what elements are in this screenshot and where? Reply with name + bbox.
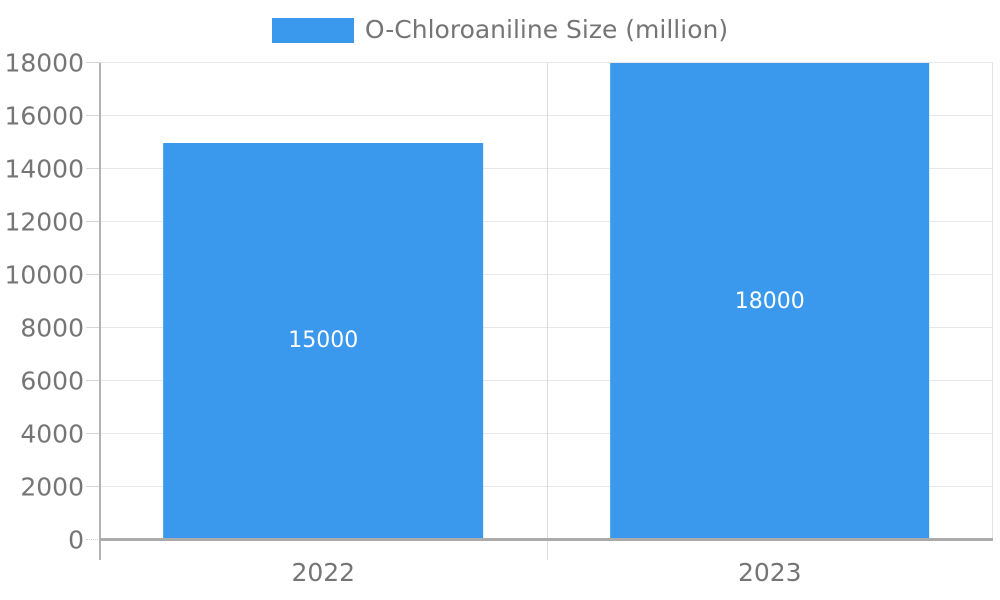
legend-label[interactable]: O-Chloroaniline Size (million)	[364, 15, 729, 44]
plot-right-border	[992, 63, 993, 540]
x-axis-label: 2023	[737, 558, 802, 587]
bar[interactable]: 15000	[163, 142, 484, 540]
y-axis-tick	[86, 168, 100, 169]
plot-area: 0 2000 4000 6000 8000 10000 12000 14000 16000 180…	[4, 51, 993, 585]
x-axis-label: 2022	[291, 558, 356, 587]
y-axis-tick-label: 2000	[20, 472, 84, 502]
y-axis-tick-label: 14000	[4, 154, 84, 184]
y-axis-tick-label: 4000	[20, 419, 84, 449]
y-axis-tick-label: 0	[68, 525, 84, 555]
y-axis-tick	[86, 327, 100, 328]
y-axis-tick-label: 16000	[4, 101, 84, 131]
y-axis-tick	[86, 274, 100, 275]
legend-swatch[interactable]	[271, 17, 354, 43]
y-axis-tick-label: 6000	[20, 366, 84, 396]
y-axis-tick	[86, 62, 100, 63]
bar-value-label: 15000	[288, 328, 359, 354]
category-divider	[546, 63, 548, 560]
y-axis-tick-label: 12000	[4, 207, 84, 237]
y-axis-tick	[86, 486, 100, 487]
bar-value-label: 18000	[734, 288, 805, 314]
x-axis-baseline	[100, 538, 993, 541]
y-axis-tick	[86, 221, 100, 223]
y-axis-tick	[86, 380, 100, 382]
y-axis-tick-label: 8000	[20, 313, 84, 343]
y-axis-tick-label: 10000	[4, 260, 84, 290]
y-axis-tick	[86, 433, 100, 434]
chart-legend[interactable]: O-Chloroaniline Size (million)	[0, 16, 1000, 44]
bar[interactable]: 18000	[609, 63, 930, 540]
y-axis-line	[99, 63, 101, 560]
y-axis-tick	[86, 115, 100, 116]
y-axis-tick-label: 18000	[4, 48, 84, 78]
y-gridline	[100, 62, 993, 63]
y-axis-tick	[86, 539, 100, 540]
